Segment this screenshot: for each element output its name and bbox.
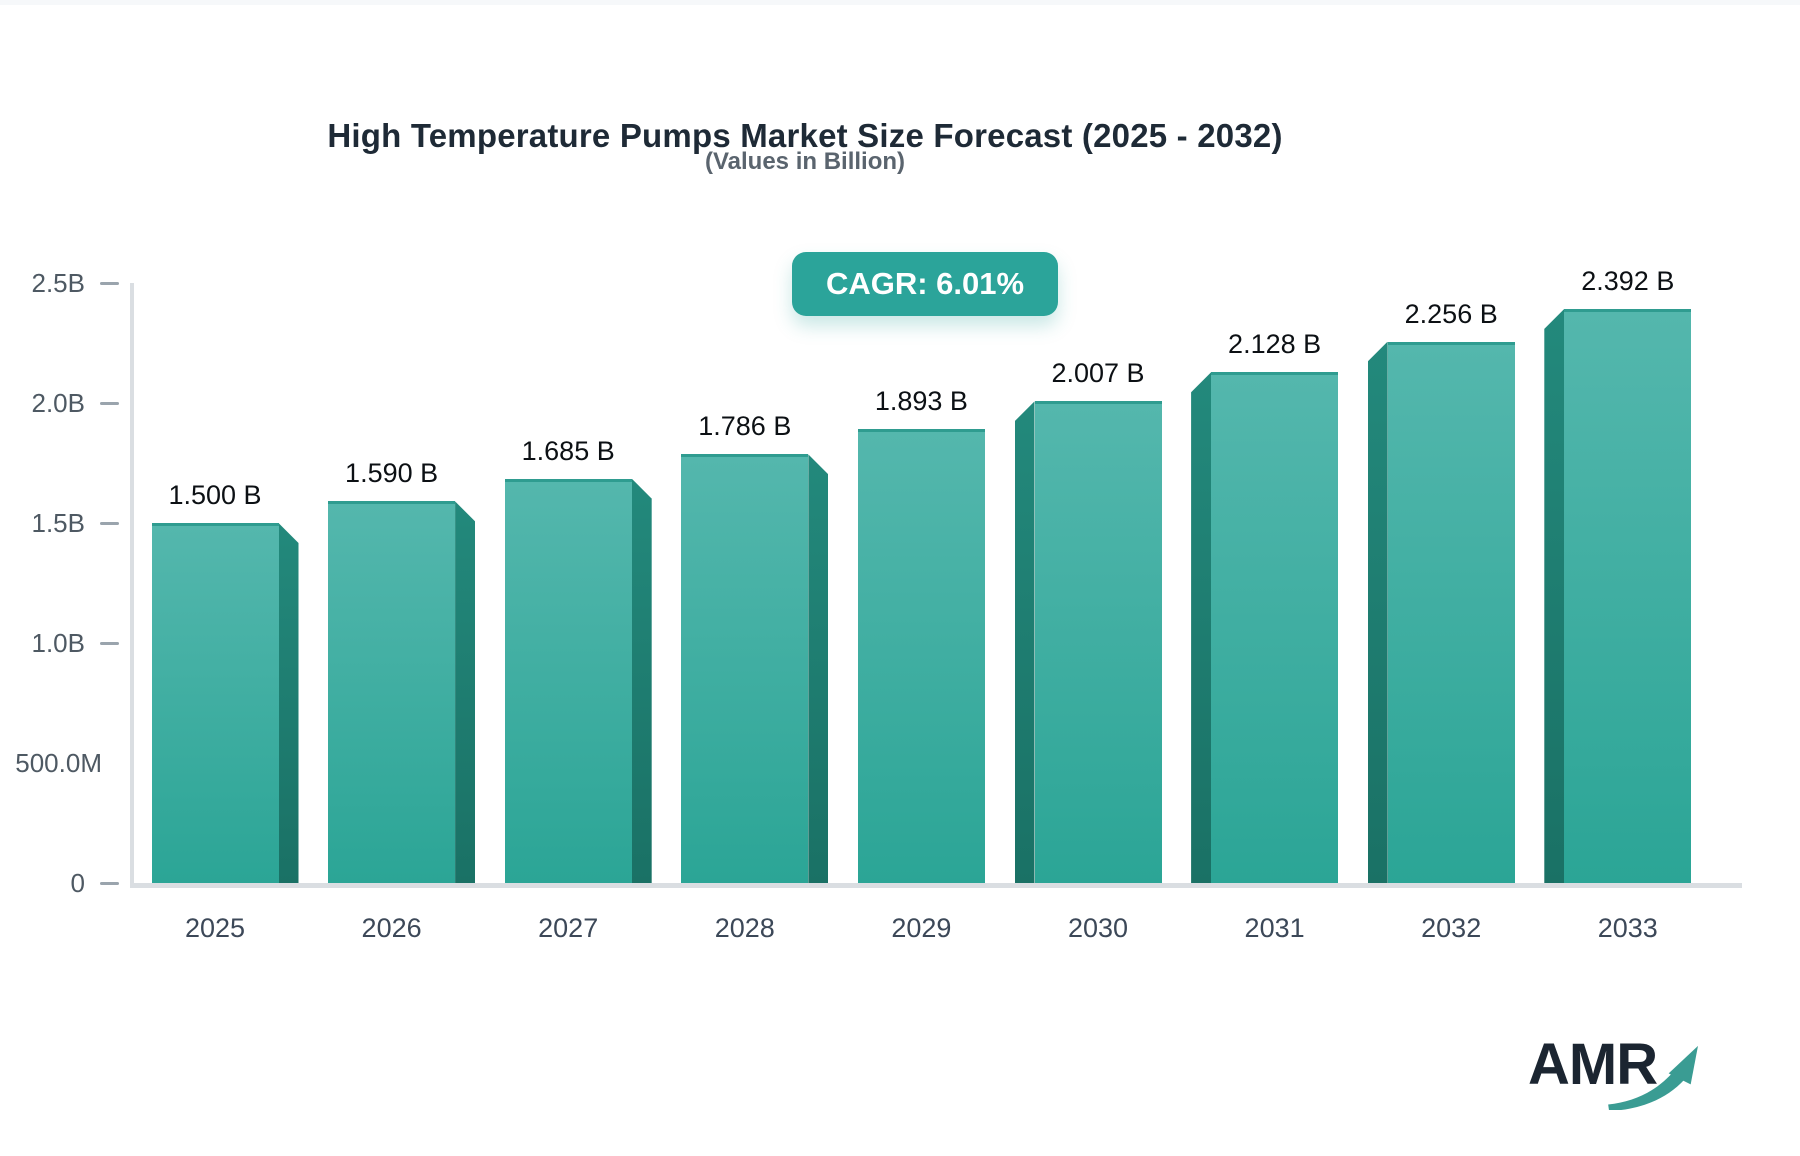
page-top-strip	[0, 0, 1800, 5]
y-axis-tick-label: 2.0B	[31, 388, 86, 418]
bar-value-label: 1.500 B	[168, 480, 262, 510]
x-axis-label: 2027	[538, 913, 599, 943]
x-axis-label: 2028	[714, 913, 775, 943]
y-axis-tick-label: 0	[70, 868, 85, 898]
bar-2027[interactable]	[504, 478, 632, 883]
amr-logo: AMR	[1528, 1030, 1768, 1130]
y-axis-tick-mark	[100, 522, 119, 525]
x-axis-label: 2032	[1421, 913, 1482, 943]
y-axis-tick-label: 2.5B	[31, 268, 86, 298]
bar-side-2027	[631, 478, 652, 883]
bar-value-label: 2.256 B	[1404, 298, 1498, 329]
y-axis-tick-label: 500.0M	[15, 748, 102, 778]
x-axis-label: 2029	[891, 913, 952, 943]
cagr-badge: CAGR: 6.01%	[792, 252, 1058, 316]
y-axis-tick-mark	[100, 402, 119, 405]
x-axis-line	[130, 883, 1742, 888]
bar-side-2030	[1014, 401, 1035, 883]
bar-2028[interactable]	[681, 454, 809, 883]
y-axis-tick-label: 1.0B	[31, 628, 86, 658]
bar-2032[interactable]	[1387, 341, 1515, 883]
bar-value-label: 1.786 B	[698, 411, 792, 442]
y-axis-line	[130, 283, 134, 884]
chart-subtitle: (Values in Billion)	[704, 148, 906, 175]
amr-logo-text: AMR	[1528, 1032, 1658, 1097]
bar-side-2025	[278, 523, 299, 883]
amr-logo-arrow-icon	[1608, 1045, 1698, 1110]
x-axis-label: 2031	[1244, 913, 1305, 943]
x-axis-label: 2033	[1597, 913, 1658, 943]
bar-2029[interactable]	[857, 428, 985, 883]
y-axis-tick-mark	[100, 642, 119, 645]
bar-side-2033	[1544, 308, 1565, 883]
y-axis-tick-mark	[100, 882, 119, 885]
bar-side-2028	[808, 454, 829, 883]
bar-value-label: 2.007 B	[1051, 358, 1145, 389]
bar-value-label: 1.893 B	[874, 385, 968, 416]
bar-2030[interactable]	[1034, 401, 1162, 883]
y-axis-tick-label: 1.5B	[31, 508, 86, 538]
x-axis-label: 2026	[361, 913, 422, 943]
bar-value-label: 2.128 B	[1228, 329, 1322, 360]
x-axis-label: 2030	[1067, 913, 1129, 943]
bar-value-label: 1.590 B	[345, 458, 439, 489]
y-axis-tick-mark	[100, 282, 119, 285]
bar-2026[interactable]	[328, 501, 456, 883]
chart-title: High Temperature Pumps Market Size Forec…	[327, 117, 1283, 155]
bar-value-label: 1.685 B	[521, 435, 615, 466]
bar-value-label: 2.392 B	[1581, 265, 1675, 296]
bar-2033[interactable]	[1564, 308, 1692, 883]
bar-side-2032	[1367, 341, 1388, 883]
bar-side-2031	[1191, 372, 1212, 883]
bar-2031[interactable]	[1211, 372, 1339, 883]
bar-2025[interactable]	[151, 523, 279, 883]
x-axis-label: 2025	[184, 913, 246, 943]
bar-side-2026	[455, 501, 476, 883]
